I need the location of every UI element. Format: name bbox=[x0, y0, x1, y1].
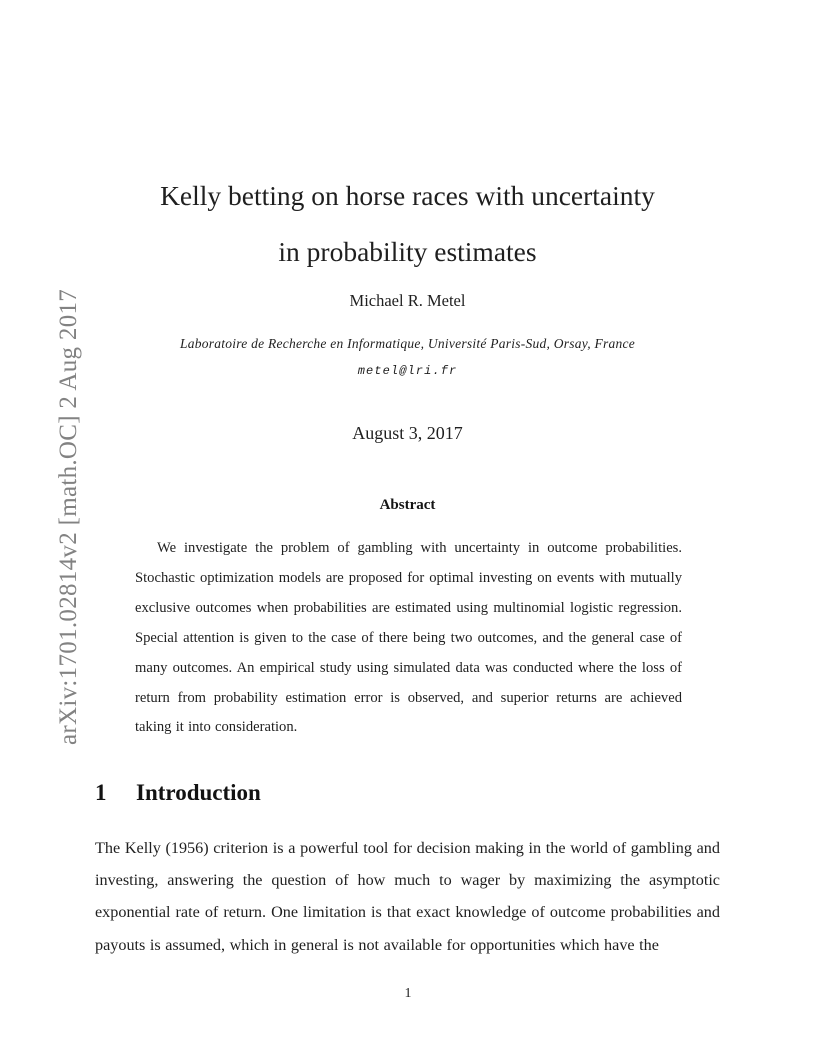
publication-date: August 3, 2017 bbox=[352, 423, 463, 443]
paper-title: Kelly betting on horse races with uncert… bbox=[95, 168, 720, 280]
abstract-paragraph: We investigate the problem of gambling w… bbox=[135, 540, 682, 736]
introduction-body: The Kelly (1956) criterion is a powerful… bbox=[95, 832, 720, 961]
author-email[interactable]: metel@lri.fr bbox=[357, 364, 458, 378]
abstract-body: We investigate the problem of gambling w… bbox=[135, 534, 682, 743]
section-number: 1 bbox=[95, 780, 107, 805]
section-title: Introduction bbox=[136, 780, 261, 805]
paper-title-line-2: in probability estimates bbox=[278, 236, 537, 267]
introduction-paragraph: The Kelly (1956) criterion is a powerful… bbox=[95, 839, 720, 954]
author-affiliation: Laboratoire de Recherche en Informatique… bbox=[179, 336, 636, 351]
section-heading-introduction: 1 Introduction bbox=[95, 780, 261, 806]
abstract-heading: Abstract bbox=[379, 497, 436, 513]
paper-title-line-1: Kelly betting on horse races with uncert… bbox=[160, 180, 655, 211]
page-number: 1 bbox=[404, 986, 412, 1001]
author-name: Michael R. Metel bbox=[349, 291, 466, 310]
